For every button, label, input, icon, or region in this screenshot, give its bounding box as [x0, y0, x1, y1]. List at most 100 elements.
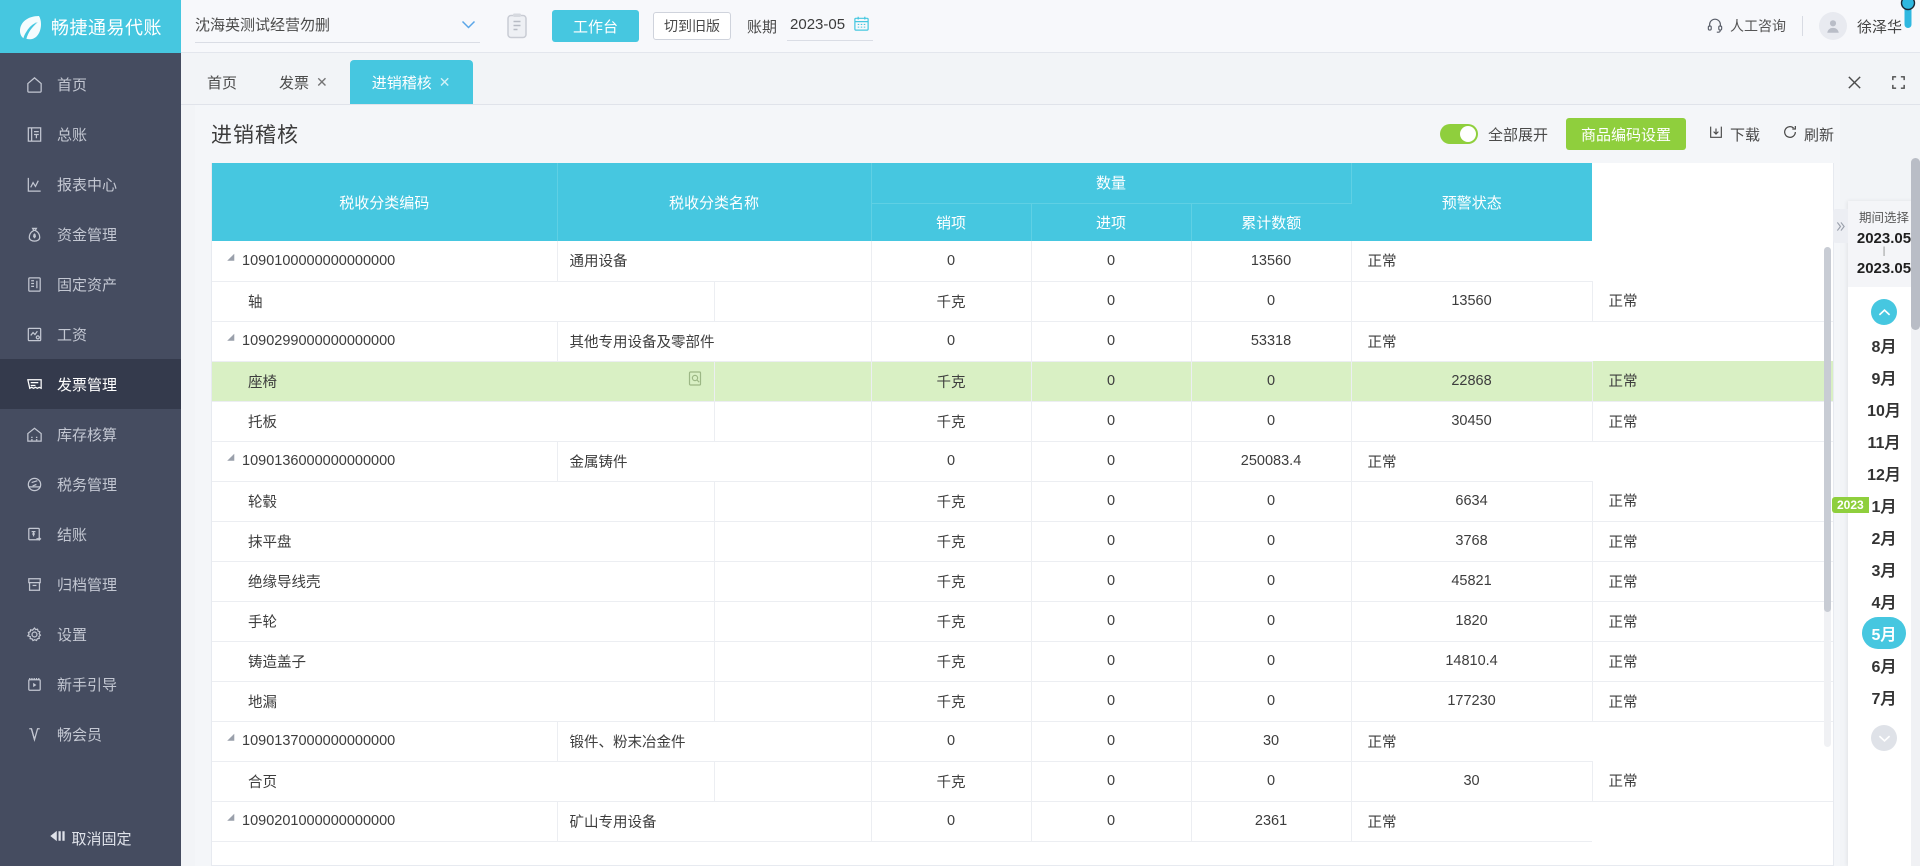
sidebar-item-税务管理[interactable]: 税务管理	[0, 459, 181, 509]
expand-all-toggle[interactable]	[1439, 124, 1478, 144]
table-row[interactable]: 轮毂 千克 0 0 6634 正常	[212, 481, 1833, 522]
col-header-code[interactable]: 税收分类编码	[212, 163, 558, 241]
code-text: 1090136000000000000	[242, 453, 396, 469]
cell-status: 正常	[1592, 521, 1833, 562]
support-button[interactable]: 人工咨询	[1706, 16, 1786, 37]
table-row[interactable]: 托板 千克 0 0 30450 正常	[212, 401, 1833, 442]
sidebar-item-设置[interactable]: 设置	[0, 609, 181, 659]
user-avatar-icon[interactable]	[1818, 12, 1847, 40]
period-month-6月[interactable]: 6月	[1862, 649, 1906, 681]
sidebar-item-首页[interactable]: 首页	[0, 59, 181, 109]
table-row[interactable]: 1090137000000000000 锻件、粉末冶金件 0 0 30 正常	[212, 721, 1833, 762]
page-scrollbar-thumb[interactable]	[1911, 158, 1920, 330]
cell-blank	[714, 641, 872, 682]
period-picker[interactable]: 2023-05	[787, 11, 874, 41]
user-name[interactable]: 徐泽华	[1856, 18, 1902, 36]
workbench-button[interactable]: 工作台	[552, 10, 640, 42]
period-month-9月[interactable]: 9月	[1862, 361, 1906, 393]
sidebar-item-工资[interactable]: 工资	[0, 309, 181, 359]
collapse-caret-icon[interactable]	[227, 813, 238, 825]
support-label: 人工咨询	[1729, 18, 1786, 34]
table-scrollbar[interactable]	[1824, 247, 1831, 747]
goods-code-setting-button[interactable]: 商品编码设置	[1565, 118, 1686, 150]
brand-name: 畅捷通易代账	[51, 17, 162, 38]
sidebar-item-报表中心[interactable]: 报表中心	[0, 159, 181, 209]
switch-old-version-button[interactable]: 切到旧版	[653, 12, 732, 40]
fullscreen-icon[interactable]	[1876, 60, 1920, 104]
cell-unit: 千克	[871, 481, 1032, 522]
period-month-12月[interactable]: 12月	[1862, 457, 1906, 489]
cell-name: 地漏	[212, 681, 715, 722]
close-icon[interactable]: ✕	[438, 73, 451, 90]
period-panel-collapse-button[interactable]	[1833, 209, 1848, 243]
table-row[interactable]: 绝缘导线壳 千克 0 0 45821 正常	[212, 561, 1833, 602]
close-all-tabs-button[interactable]	[1832, 60, 1876, 104]
table-row[interactable]: 座椅 千克 0 0 22868 正常	[212, 361, 1833, 402]
close-icon[interactable]: ✕	[316, 73, 328, 90]
period-month-8月[interactable]: 8月	[1862, 329, 1906, 361]
col-header-purchase[interactable]: 进项	[1031, 202, 1192, 241]
table-row[interactable]: 1090201000000000000 矿山专用设备 0 0 2361 正常	[212, 801, 1833, 842]
cell-sales: 0	[1031, 481, 1192, 522]
col-header-name[interactable]: 税收分类名称	[557, 163, 872, 241]
collapse-caret-icon[interactable]	[227, 253, 238, 265]
account-book-button[interactable]	[502, 11, 532, 41]
period-month-7月[interactable]: 7月	[1862, 681, 1906, 713]
table-scrollbar-thumb[interactable]	[1824, 247, 1831, 612]
cell-cumulative: 13560	[1191, 241, 1352, 282]
company-selector[interactable]: 沈海英测试经营勿删	[195, 9, 480, 43]
brand-logo[interactable]: 畅捷通易代账	[0, 0, 181, 53]
sidebar-item-畅会员[interactable]: 畅会员	[0, 709, 181, 759]
table-row[interactable]: 轴千克 0 0 13560 正常	[212, 281, 1833, 322]
sidebar-item-固定资产[interactable]: 固定资产	[0, 259, 181, 309]
collapse-caret-icon[interactable]	[227, 453, 238, 465]
sidebar-item-结账[interactable]: 结账	[0, 509, 181, 559]
collapse-caret-icon[interactable]	[227, 333, 238, 345]
period-month-11月[interactable]: 11月	[1862, 425, 1906, 457]
sidebar-item-归档管理[interactable]: 归档管理	[0, 559, 181, 609]
table-row[interactable]: 地漏 千克 0 0 177230 正常	[212, 681, 1833, 722]
search-icon[interactable]	[688, 370, 702, 390]
sidebar-item-资金管理[interactable]: 资金管理	[0, 209, 181, 259]
table-row[interactable]: 1090136000000000000 金属铸件 0 0 250083.4 正常	[212, 441, 1833, 482]
table-row[interactable]: 铸造盖子 千克 0 0 14810.4 正常	[212, 641, 1833, 682]
table-row[interactable]: 合页 千克 0 0 30 正常	[212, 761, 1833, 802]
period-scroll-up-button[interactable]	[1871, 299, 1897, 325]
refresh-button[interactable]: 刷新	[1782, 124, 1834, 145]
cell-unit: 千克	[871, 681, 1032, 722]
period-month-2月[interactable]: 2月	[1862, 521, 1906, 553]
tab-首页[interactable]: 首页	[181, 60, 257, 104]
cell-name: 其他专用设备及零部件	[557, 321, 872, 362]
col-header-status[interactable]: 预警状态	[1351, 163, 1593, 241]
period-month-4月[interactable]: 4月	[1862, 585, 1906, 617]
period-scroll-down-button[interactable]	[1871, 725, 1897, 751]
period-month-3月[interactable]: 3月	[1862, 553, 1906, 585]
table-row[interactable]: 手轮 千克 0 0 1820 正常	[212, 601, 1833, 642]
unpin-sidebar-button[interactable]: 取消固定	[0, 810, 181, 866]
sidebar-item-新手引导[interactable]: 新手引导	[0, 659, 181, 709]
cell-name: 座椅	[212, 361, 715, 402]
period-month-label: 4月	[1871, 595, 1897, 612]
cell-cumulative: 3768	[1351, 521, 1593, 562]
download-button[interactable]: 下载	[1708, 124, 1760, 145]
table-row[interactable]: 1090100000000000000 通用设备 0 0 13560 正常	[212, 241, 1833, 282]
tab-发票[interactable]: 发票 ✕	[257, 60, 350, 104]
table-row[interactable]: 抹平盘 千克 0 0 3768 正常	[212, 521, 1833, 562]
period-month-1月[interactable]: 2023 1月	[1832, 489, 1906, 521]
page-scrollbar[interactable]	[1911, 158, 1920, 866]
cell-status: 正常	[1592, 481, 1833, 522]
period-month-5月[interactable]: 5月	[1862, 617, 1906, 649]
tab-进销稽核[interactable]: 进销稽核 ✕	[349, 60, 473, 104]
col-header-cumulative[interactable]: 累计数额	[1191, 202, 1352, 241]
tab-label: 进销稽核	[371, 74, 432, 92]
report-chart-icon	[24, 174, 44, 194]
sidebar-item-总账[interactable]: 总账	[0, 109, 181, 159]
period-month-10月[interactable]: 10月	[1862, 393, 1906, 425]
col-header-sales[interactable]: 销项	[871, 202, 1032, 241]
sidebar-item-库存核算[interactable]: 库存核算	[0, 409, 181, 459]
cell-purchase: 0	[1191, 761, 1352, 802]
table-row[interactable]: 1090299000000000000 其他专用设备及零部件 0 0 53318 正常	[212, 321, 1833, 362]
cell-purchase: 0	[1191, 281, 1352, 322]
collapse-caret-icon[interactable]	[227, 733, 238, 745]
sidebar-item-发票管理[interactable]: 发票管理	[0, 359, 181, 409]
